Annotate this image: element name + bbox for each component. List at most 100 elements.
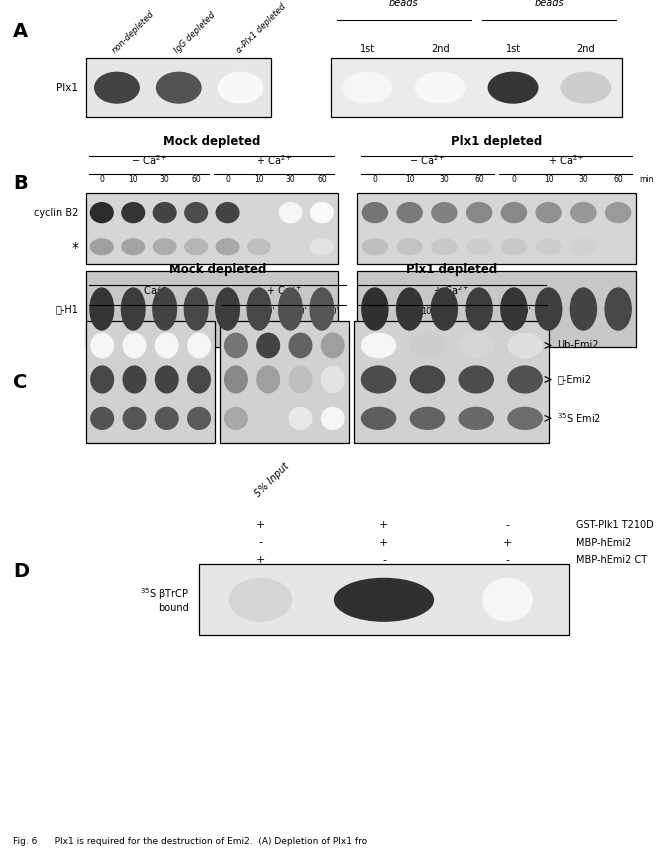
Text: 30': 30' xyxy=(160,307,173,316)
Text: Plx1 depleted: Plx1 depleted xyxy=(406,263,497,276)
Ellipse shape xyxy=(501,239,526,254)
Text: 30: 30 xyxy=(160,175,169,184)
Bar xyxy=(354,321,549,443)
Text: 60: 60 xyxy=(191,175,201,184)
Text: 60: 60 xyxy=(317,175,327,184)
Text: $^{35}$S βTrCP
bound: $^{35}$S βTrCP bound xyxy=(140,586,189,614)
Text: cyclin B2: cyclin B2 xyxy=(34,207,78,218)
Ellipse shape xyxy=(397,202,422,222)
Ellipse shape xyxy=(185,202,207,222)
Ellipse shape xyxy=(257,366,279,393)
Text: 0: 0 xyxy=(373,175,377,184)
Bar xyxy=(357,193,636,264)
Text: 10: 10 xyxy=(544,175,553,184)
Ellipse shape xyxy=(508,407,542,430)
Ellipse shape xyxy=(466,288,492,330)
Ellipse shape xyxy=(279,288,303,330)
Ellipse shape xyxy=(185,239,207,254)
Text: non-depleted: non-depleted xyxy=(111,9,156,55)
Bar xyxy=(199,564,569,635)
Ellipse shape xyxy=(310,239,333,254)
Text: 30: 30 xyxy=(285,175,295,184)
Ellipse shape xyxy=(156,407,178,430)
Text: 30': 30' xyxy=(294,307,307,316)
Text: GST-Plk1 T210D: GST-Plk1 T210D xyxy=(576,520,653,530)
Ellipse shape xyxy=(322,333,344,358)
Ellipse shape xyxy=(123,366,146,393)
Ellipse shape xyxy=(561,72,610,103)
Ellipse shape xyxy=(230,578,291,621)
Text: $+$ Ca$^{2+}$: $+$ Ca$^{2+}$ xyxy=(266,283,303,297)
Ellipse shape xyxy=(536,239,561,254)
Ellipse shape xyxy=(188,333,211,358)
Ellipse shape xyxy=(156,333,178,358)
Ellipse shape xyxy=(289,333,312,358)
Ellipse shape xyxy=(397,239,422,254)
Ellipse shape xyxy=(410,333,444,358)
Ellipse shape xyxy=(224,407,247,430)
Ellipse shape xyxy=(216,202,239,222)
Ellipse shape xyxy=(224,333,247,358)
Ellipse shape xyxy=(188,366,211,393)
Text: Fig. 6      Plx1 is required for the destruction of Emi2.  (A) Depletion of Plx1: Fig. 6 Plx1 is required for the destruct… xyxy=(13,838,367,846)
Text: 30': 30' xyxy=(470,307,483,316)
Text: $-$ Ca$^{2+}$: $-$ Ca$^{2+}$ xyxy=(408,153,446,167)
Ellipse shape xyxy=(95,72,139,103)
Text: 10': 10' xyxy=(128,307,141,316)
Ellipse shape xyxy=(322,366,344,393)
Bar xyxy=(331,58,622,117)
Ellipse shape xyxy=(279,202,302,222)
Ellipse shape xyxy=(606,239,631,254)
Text: A: A xyxy=(13,22,28,41)
Ellipse shape xyxy=(459,366,493,393)
Text: 60': 60' xyxy=(326,307,339,316)
Text: 60: 60 xyxy=(613,175,623,184)
Bar xyxy=(86,321,215,443)
Ellipse shape xyxy=(571,202,596,222)
Bar xyxy=(220,321,349,443)
Text: 2nd: 2nd xyxy=(577,43,595,54)
Text: 30: 30 xyxy=(440,175,449,184)
Ellipse shape xyxy=(123,407,146,430)
Text: 10': 10' xyxy=(421,307,434,316)
Text: IgG
beads: IgG beads xyxy=(389,0,418,8)
Text: 1st: 1st xyxy=(360,43,375,54)
Text: 0: 0 xyxy=(225,175,230,184)
Ellipse shape xyxy=(123,333,146,358)
Ellipse shape xyxy=(289,366,312,393)
Ellipse shape xyxy=(432,239,457,254)
Ellipse shape xyxy=(432,288,457,330)
Ellipse shape xyxy=(248,239,270,254)
Text: $-$ Ca$^{2+}$: $-$ Ca$^{2+}$ xyxy=(132,283,169,297)
Ellipse shape xyxy=(361,333,396,358)
Ellipse shape xyxy=(247,288,271,330)
Ellipse shape xyxy=(310,288,334,330)
Ellipse shape xyxy=(257,407,279,430)
Ellipse shape xyxy=(91,366,113,393)
Text: 5% Input: 5% Input xyxy=(254,461,291,499)
Ellipse shape xyxy=(216,239,239,254)
Text: C: C xyxy=(13,373,28,392)
Ellipse shape xyxy=(397,288,422,330)
Text: MBP-hEmi2: MBP-hEmi2 xyxy=(576,537,632,548)
Ellipse shape xyxy=(154,202,176,222)
Text: 0': 0' xyxy=(375,307,383,316)
Ellipse shape xyxy=(606,202,631,222)
Ellipse shape xyxy=(153,288,177,330)
Ellipse shape xyxy=(410,407,444,430)
Ellipse shape xyxy=(310,202,333,222)
Bar xyxy=(86,193,338,264)
Ellipse shape xyxy=(571,288,596,330)
Ellipse shape xyxy=(289,407,312,430)
Text: -: - xyxy=(506,555,510,565)
Ellipse shape xyxy=(536,202,561,222)
Ellipse shape xyxy=(362,202,387,222)
Ellipse shape xyxy=(362,239,387,254)
Text: MBP-hEmi2 CT: MBP-hEmi2 CT xyxy=(576,555,647,565)
Ellipse shape xyxy=(121,288,145,330)
Text: D: D xyxy=(13,562,29,582)
Text: B: B xyxy=(13,174,28,193)
Text: *: * xyxy=(71,241,78,255)
Ellipse shape xyxy=(154,239,176,254)
Text: 1st: 1st xyxy=(506,43,520,54)
